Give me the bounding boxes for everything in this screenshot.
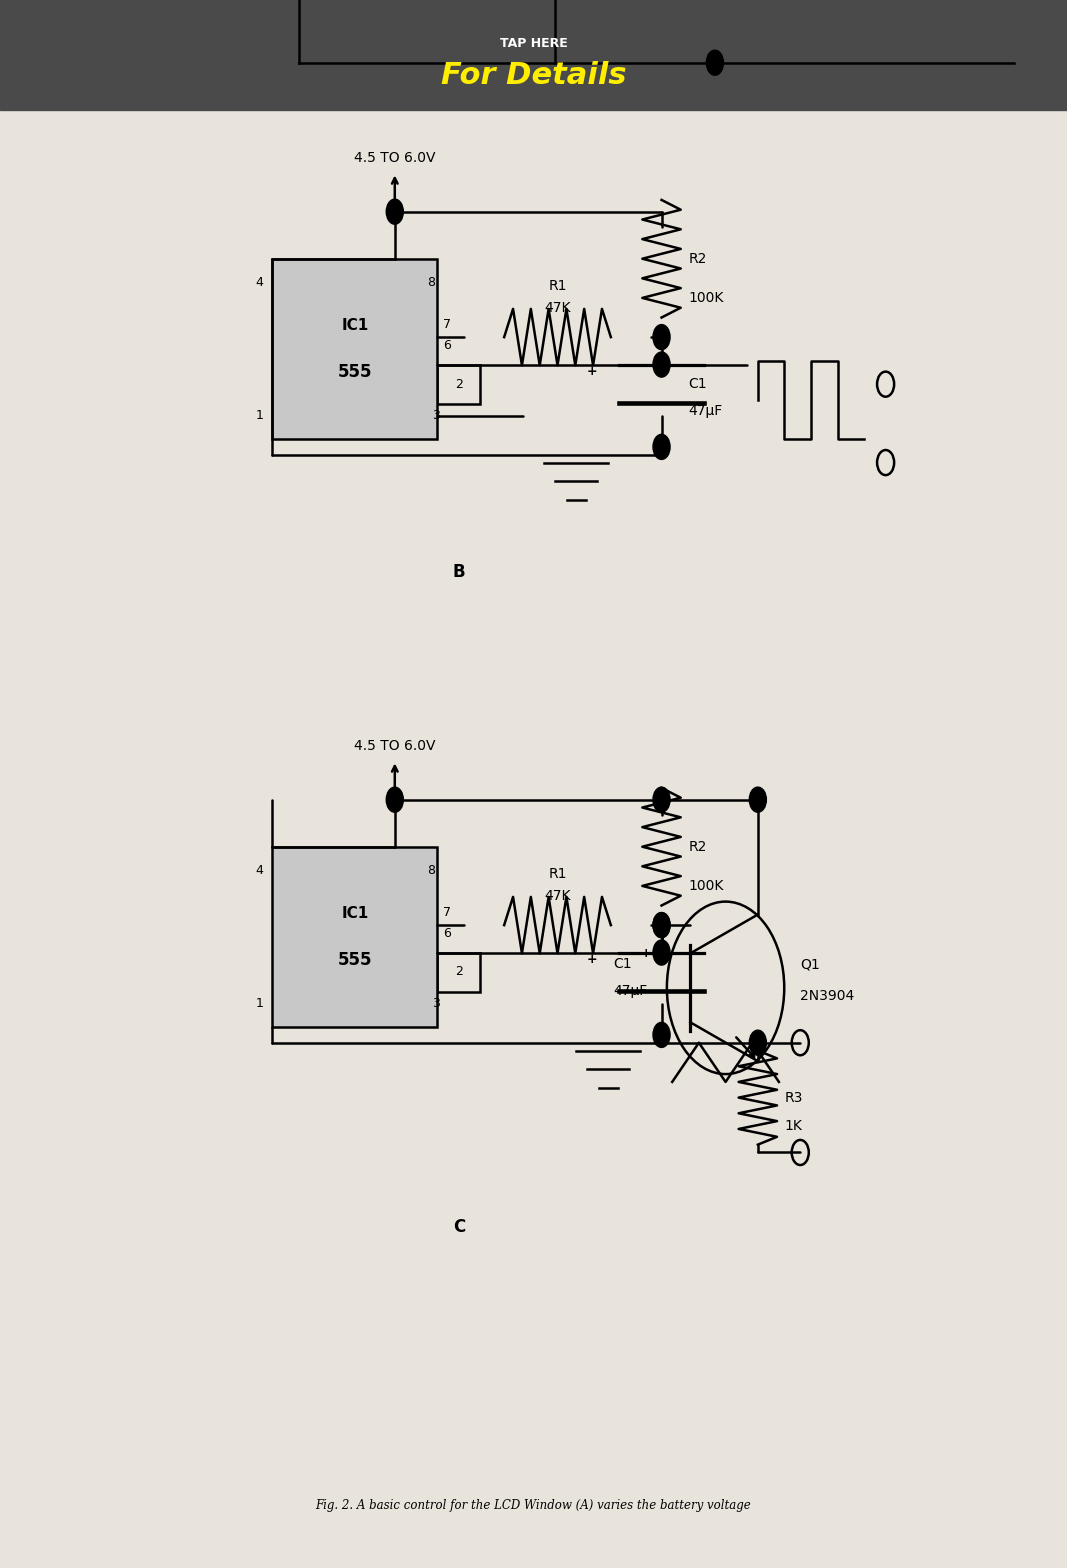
Text: 8: 8	[427, 864, 434, 877]
Text: IC1: IC1	[341, 318, 368, 332]
Text: 4: 4	[256, 276, 264, 289]
Text: B: B	[452, 563, 465, 582]
Text: 1: 1	[256, 997, 264, 1010]
Text: +: +	[587, 953, 598, 966]
Circle shape	[749, 1030, 766, 1055]
Circle shape	[386, 787, 403, 812]
Text: +: +	[640, 947, 651, 960]
Text: TAP HERE: TAP HERE	[499, 38, 568, 50]
Text: 3: 3	[432, 409, 440, 422]
Text: R2: R2	[688, 840, 706, 853]
Text: 4.5 TO 6.0V: 4.5 TO 6.0V	[354, 739, 435, 753]
Circle shape	[653, 913, 670, 938]
Circle shape	[653, 941, 670, 966]
Text: 47K: 47K	[544, 889, 571, 903]
Text: C: C	[452, 1218, 465, 1236]
Text: 7: 7	[443, 318, 450, 331]
Text: 555: 555	[337, 952, 372, 969]
Text: Fig. 2. A basic control for the LCD Window (A) varies the battery voltage: Fig. 2. A basic control for the LCD Wind…	[316, 1499, 751, 1512]
Text: IC1: IC1	[341, 906, 368, 920]
Text: Q1: Q1	[800, 958, 821, 971]
Circle shape	[653, 787, 670, 812]
Text: 100K: 100K	[688, 292, 723, 304]
Text: 4.5 TO 6.0V: 4.5 TO 6.0V	[354, 151, 435, 165]
Text: 1: 1	[256, 409, 264, 422]
Text: 47μF: 47μF	[614, 985, 648, 997]
Text: 3: 3	[432, 997, 440, 1010]
Text: 555: 555	[337, 364, 372, 381]
Circle shape	[653, 913, 670, 938]
Text: 6: 6	[443, 339, 450, 353]
Bar	[272, 847, 437, 1027]
Text: 2N3904: 2N3904	[800, 989, 855, 1002]
Text: 6: 6	[443, 927, 450, 941]
Text: 7: 7	[443, 906, 450, 919]
Text: R2: R2	[688, 252, 706, 265]
Circle shape	[653, 1022, 670, 1047]
Text: C1: C1	[688, 378, 706, 390]
Text: 2: 2	[455, 964, 463, 978]
Bar	[437, 953, 480, 993]
Circle shape	[706, 50, 723, 75]
Circle shape	[653, 353, 670, 378]
Text: 100K: 100K	[688, 880, 723, 892]
Text: R3: R3	[784, 1091, 802, 1104]
Circle shape	[653, 325, 670, 350]
Text: 2: 2	[455, 378, 463, 392]
Text: For Details: For Details	[441, 61, 626, 89]
Text: 1K: 1K	[784, 1120, 802, 1132]
Text: 4: 4	[256, 864, 264, 877]
Text: +: +	[587, 365, 598, 378]
Circle shape	[386, 199, 403, 224]
Text: R1: R1	[548, 279, 567, 293]
Bar	[272, 259, 437, 439]
Text: C1: C1	[614, 958, 632, 971]
Circle shape	[749, 787, 766, 812]
Text: 47K: 47K	[544, 301, 571, 315]
Bar	[0, 0, 1067, 110]
Text: 8: 8	[427, 276, 434, 289]
Bar	[437, 365, 480, 405]
Text: 47μF: 47μF	[688, 405, 722, 417]
Text: R1: R1	[548, 867, 567, 881]
Circle shape	[653, 434, 670, 459]
